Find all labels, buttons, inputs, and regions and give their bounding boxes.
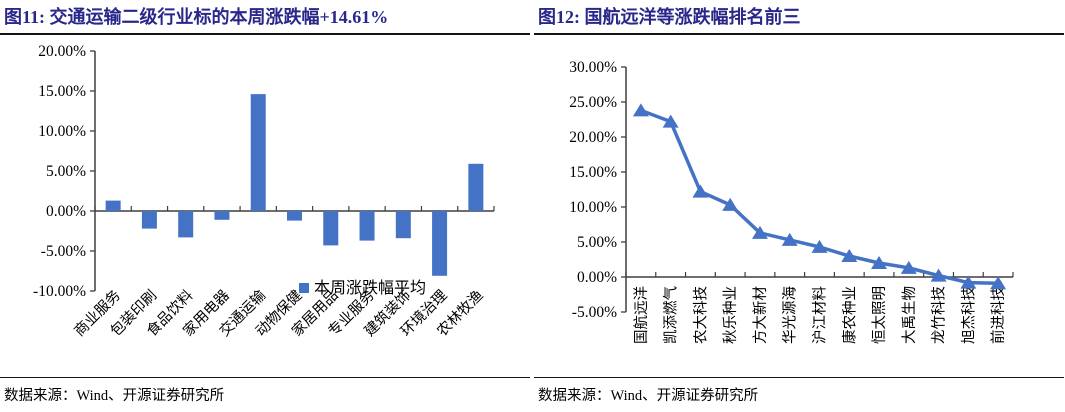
- y-tick-label: 25.00%: [569, 94, 617, 111]
- y-tick-label: 20.00%: [38, 43, 86, 60]
- x-label: 秋乐种业: [722, 286, 739, 344]
- x-label: 大禹生物: [901, 286, 918, 344]
- bar: [323, 211, 339, 246]
- x-label: 旭杰科技: [960, 286, 977, 344]
- x-label: 方大新材: [752, 286, 769, 344]
- triangle-marker-icon: [841, 249, 858, 262]
- figure-12-source-rule: [534, 377, 1064, 378]
- bar: [432, 211, 448, 276]
- bar: [105, 200, 121, 211]
- x-label: 前进科技: [990, 286, 1007, 344]
- y-tick-label: 5.00%: [46, 163, 86, 180]
- x-label: 国航远洋: [633, 286, 650, 344]
- legend-square-icon: [299, 283, 309, 293]
- x-label: 凯添燃气: [662, 286, 680, 344]
- y-tick-label: 5.00%: [577, 234, 617, 251]
- y-tick-label: 0.00%: [577, 269, 617, 286]
- x-label: 康农种业: [841, 286, 858, 344]
- triangle-marker-icon: [751, 225, 768, 239]
- figure-11: 图11: 交通运输二级行业标的本周涨跌幅+14.61% 20.00% 15.00%…: [0, 0, 531, 412]
- bar: [468, 163, 484, 211]
- y-tick-label: 15.00%: [38, 83, 86, 100]
- figure-11-source: 数据来源：Wind、开源证券研究所: [4, 388, 225, 404]
- x-label: 龙竹科技: [931, 286, 948, 344]
- x-label: 恒太照明: [871, 286, 888, 344]
- y-tick-label: 10.00%: [38, 123, 86, 140]
- legend-label: 本周涨跌幅平均: [314, 279, 426, 297]
- triangle-marker-icon: [930, 268, 947, 282]
- triangle-marker-icon: [811, 239, 828, 253]
- triangle-marker-icon: [990, 276, 1007, 290]
- y-tick-label: -10.00%: [33, 283, 86, 300]
- x-label: 华光源海: [782, 286, 799, 344]
- triangle-marker-icon: [871, 256, 888, 269]
- figure-12-title-rule: [534, 33, 1064, 35]
- y-tick-label: 20.00%: [569, 129, 617, 146]
- fig12-line-chart: 30.00% 25.00% 20.00% 15.00% 10.00% 5.00% 0.00%…: [569, 59, 1014, 344]
- triangle-marker-icon: [692, 184, 709, 198]
- bar: [250, 94, 266, 211]
- bar: [141, 211, 157, 229]
- y-tick-label: 10.00%: [569, 199, 617, 216]
- triangle-marker-icon: [960, 275, 977, 289]
- triangle-marker-icon: [662, 114, 679, 128]
- triangle-marker-icon: [900, 260, 917, 274]
- bar: [395, 211, 411, 239]
- figure-11-source-rule: [0, 377, 530, 378]
- bar: [214, 211, 230, 220]
- figure-11-title: 图11: 交通运输二级行业标的本周涨跌幅+14.61%: [4, 7, 389, 27]
- bar: [359, 211, 375, 241]
- figure-12-title: 图12: 国航远洋等涨跌幅排名前三: [538, 7, 801, 27]
- triangle-marker-icon: [722, 197, 739, 211]
- fig11-bar-chart: 20.00% 15.00% 10.00% 5.00% 0.00% -5.00% -10.00…: [33, 43, 495, 340]
- figure-12-source: 数据来源：Wind、开源证券研究所: [538, 388, 759, 404]
- y-tick-label: 30.00%: [569, 59, 617, 76]
- y-tick-label: 0.00%: [46, 203, 86, 220]
- bar: [178, 211, 194, 238]
- y-tick-label: -5.00%: [572, 304, 617, 321]
- x-label: 农大科技: [692, 286, 709, 344]
- figure-12: 图12: 国航远洋等涨跌幅排名前三 30.00% 25.00% 20.00% 15.0…: [534, 0, 1065, 412]
- y-tick-label: -5.00%: [41, 243, 86, 260]
- triangle-marker-icon: [632, 103, 649, 117]
- triangle-marker-icon: [781, 232, 798, 246]
- y-tick-label: 15.00%: [569, 164, 617, 181]
- figure-11-title-rule: [0, 33, 530, 35]
- bar: [287, 211, 302, 221]
- x-label: 沪江材料: [812, 286, 829, 344]
